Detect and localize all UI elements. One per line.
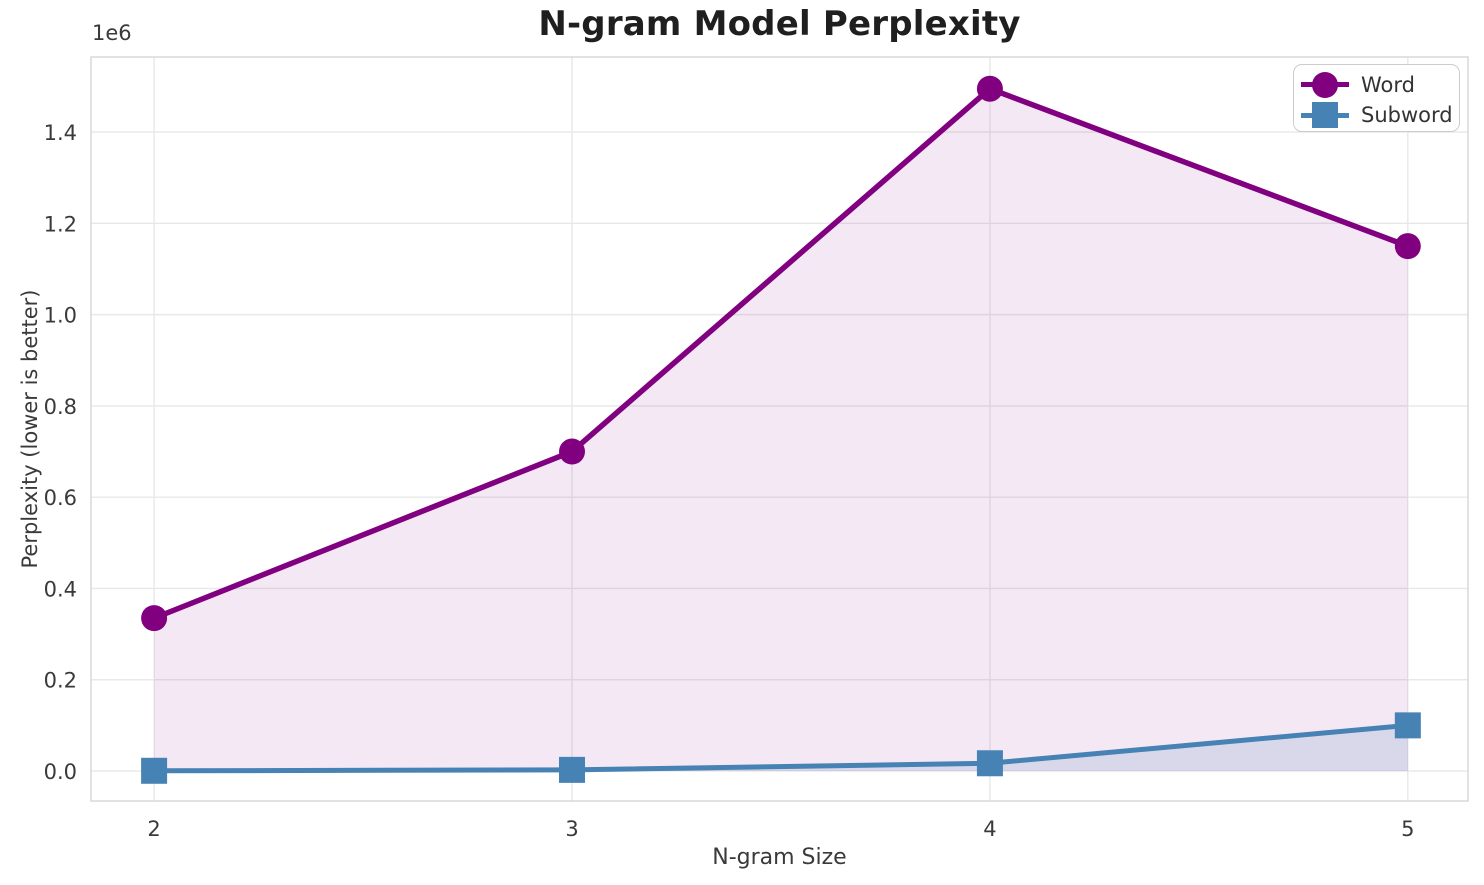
subword-marker	[141, 757, 168, 784]
legend-item-subword: Subword	[1301, 101, 1459, 130]
y-tick-labels: 0.0 0.2 0.4 0.6 0.8 1.0 1.2 1.4	[44, 121, 77, 784]
legend-label: Word	[1361, 72, 1415, 97]
x-tick-labels: 2 3 4 5	[147, 817, 1414, 841]
legend-label: Subword	[1361, 103, 1453, 128]
legend-item-word: Word	[1301, 70, 1459, 99]
y-tick-label: 1.4	[44, 121, 77, 145]
subword-marker	[559, 756, 586, 783]
series-lines	[153, 85, 1409, 774]
circle-marker-icon	[1301, 71, 1349, 99]
plot-border	[90, 56, 1469, 802]
x-tick-label: 3	[565, 817, 578, 841]
y-tick-label: 0.8	[44, 395, 77, 419]
y-tick-label: 0.6	[44, 486, 77, 510]
legend: Word Subword	[1293, 64, 1460, 132]
y-tick-label: 0.4	[44, 577, 77, 601]
gridlines	[91, 57, 1468, 801]
subword-marker	[1394, 712, 1421, 739]
x-tick-label: 5	[1401, 817, 1414, 841]
subword-marker	[976, 750, 1003, 777]
x-tick-label: 4	[983, 817, 996, 841]
chart-title: N-gram Model Perplexity	[538, 4, 1021, 44]
word-marker	[141, 605, 168, 632]
legend-marker-sample	[1312, 102, 1338, 129]
y-tick-label: 1.2	[44, 212, 77, 236]
word-area-fill	[154, 88, 1408, 772]
square-marker-icon	[1301, 101, 1349, 129]
word-marker	[1394, 233, 1421, 260]
x-tick-label: 2	[147, 817, 160, 841]
y-tick-label: 1.0	[44, 304, 77, 328]
y-tick-label: 0.2	[44, 669, 77, 693]
legend-marker-sample	[1312, 71, 1338, 98]
series-markers	[141, 75, 1421, 784]
y-axis-label: Perplexity (lower is better)	[18, 289, 42, 569]
y-axis-offset-label: 1e6	[92, 21, 132, 45]
word-marker	[559, 438, 586, 465]
x-axis-label: N-gram Size	[712, 845, 847, 870]
subword-line	[154, 722, 1409, 774]
subword-area-fill	[154, 725, 1408, 772]
series-fills	[154, 88, 1408, 772]
y-tick-label: 0.0	[44, 760, 77, 784]
word-line	[153, 85, 1409, 621]
word-marker	[976, 75, 1003, 102]
